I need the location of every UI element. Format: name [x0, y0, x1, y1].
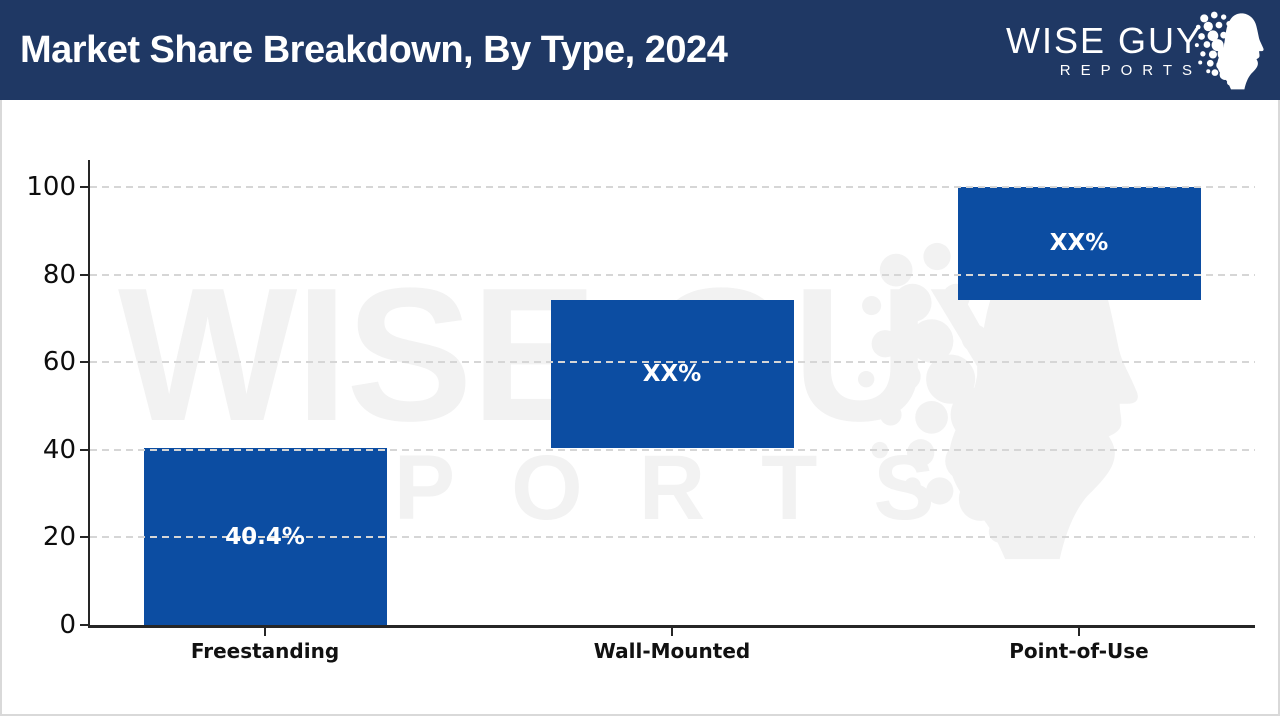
x-tick-mark	[671, 627, 673, 636]
x-axis-category-label: Freestanding	[190, 639, 340, 663]
bar-wall-mounted	[550, 299, 794, 449]
y-axis-tick-label: 0	[59, 610, 76, 640]
bar-value-label: 40.4%	[225, 523, 305, 550]
gridline-y60	[90, 361, 1255, 364]
logo-wordmark: WISE GUY	[1005, 19, 1202, 61]
y-tick-mark	[80, 361, 90, 364]
bar-value-label: XX%	[642, 360, 702, 387]
x-axis-category-label: Point-of-Use	[1009, 639, 1149, 663]
gridline-y80	[90, 273, 1255, 276]
y-tick-mark	[80, 624, 90, 626]
wiseguy-face-icon	[1192, 9, 1266, 92]
gridline-y40	[90, 448, 1255, 451]
y-tick-mark	[80, 273, 90, 276]
x-axis-line	[88, 625, 1255, 628]
bar-value-label: XX%	[1049, 230, 1109, 257]
gridline-y100	[90, 186, 1255, 188]
x-axis-category-label: Wall-Mounted	[593, 639, 751, 663]
wiseguy-logo: WISE GUY REPORTS	[1006, 9, 1280, 92]
y-axis-tick-label: 60	[42, 347, 76, 378]
y-tick-mark	[80, 536, 90, 539]
wiseguy-logo-text: WISE GUY REPORTS	[1005, 19, 1202, 79]
y-tick-mark	[80, 186, 90, 188]
page-title: Market Share Breakdown, By Type, 2024	[20, 28, 728, 71]
y-axis-tick-label: 80	[42, 259, 76, 290]
x-tick-mark	[264, 627, 266, 636]
y-axis-tick-label: 20	[42, 522, 76, 553]
y-axis-tick-label: 40	[42, 434, 76, 465]
y-tick-mark	[80, 448, 90, 451]
header-bar: Market Share Breakdown, By Type, 2024 WI…	[0, 0, 1280, 100]
chart-region: WISE GUY REPORTS 40.4% XX% XX% 0 20 40 60 80 100…	[0, 100, 1280, 716]
x-tick-mark	[1078, 627, 1080, 636]
logo-subtext: REPORTS	[1059, 61, 1202, 79]
gridline-y20	[90, 536, 1255, 539]
y-axis-tick-label: 100	[26, 172, 76, 202]
y-axis-line	[88, 160, 90, 627]
